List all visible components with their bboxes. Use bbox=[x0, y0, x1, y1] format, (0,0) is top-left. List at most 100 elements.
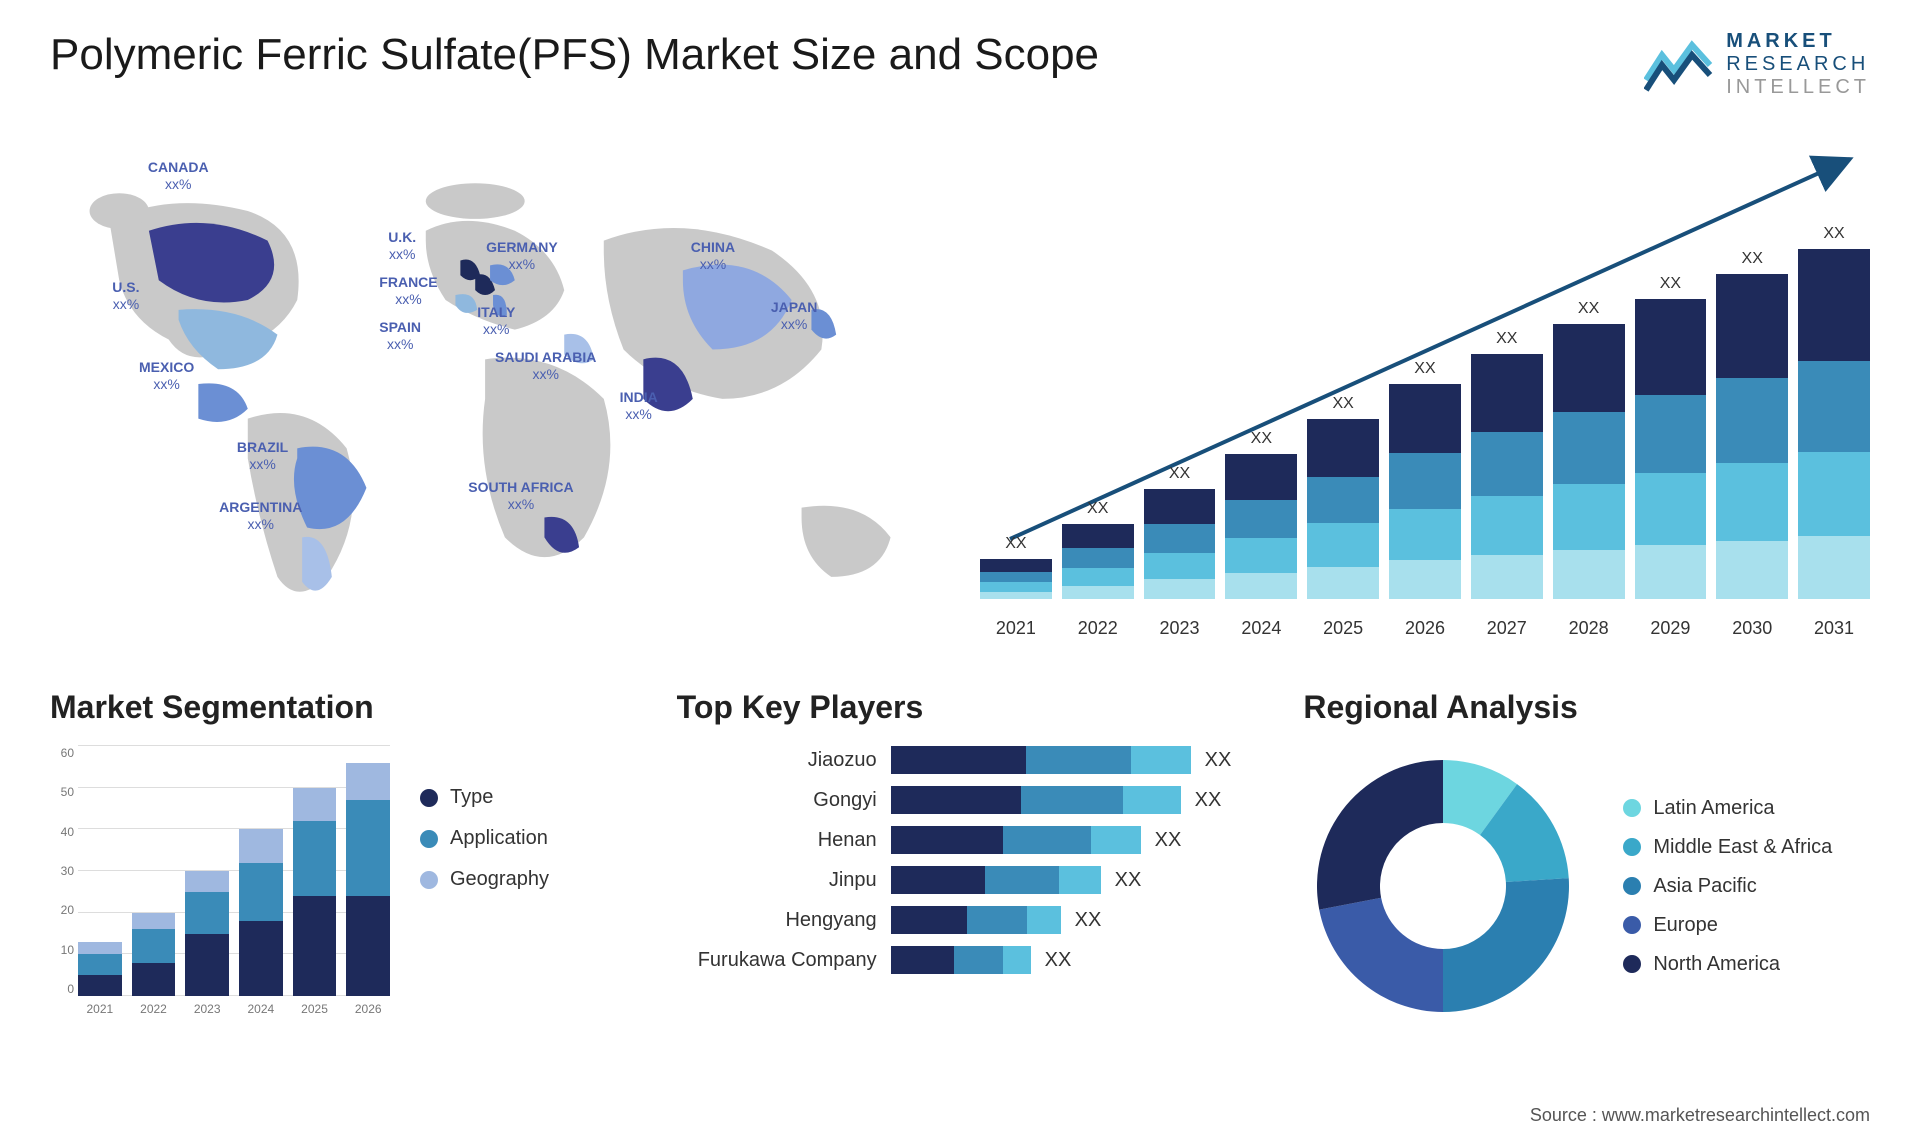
map-label: FRANCExx% bbox=[379, 274, 437, 308]
main-bar-column: XX bbox=[1798, 225, 1870, 599]
seg-bar-column bbox=[293, 788, 337, 996]
main-bar-segment bbox=[980, 572, 1052, 582]
source-text: Source : www.marketresearchintellect.com bbox=[1530, 1105, 1870, 1126]
main-bar-year: 2031 bbox=[1798, 618, 1870, 639]
legend-label: Middle East & Africa bbox=[1653, 836, 1832, 859]
seg-bar-segment bbox=[293, 788, 337, 821]
seg-year: 2025 bbox=[293, 1002, 337, 1016]
player-name: Furukawa Company bbox=[677, 949, 877, 972]
seg-bar-segment bbox=[239, 921, 283, 996]
main-bar-value-label: XX bbox=[1414, 360, 1435, 378]
seg-year: 2026 bbox=[346, 1002, 390, 1016]
seg-bar-segment bbox=[346, 800, 390, 896]
player-bar-segment bbox=[954, 946, 1003, 974]
legend-label: North America bbox=[1653, 953, 1780, 976]
page-title: Polymeric Ferric Sulfate(PFS) Market Siz… bbox=[50, 30, 1099, 80]
brand-logo: MARKET RESEARCH INTELLECT bbox=[1644, 30, 1870, 99]
player-bar bbox=[891, 786, 1181, 814]
legend-item: Application bbox=[420, 827, 549, 850]
legend-swatch bbox=[1623, 916, 1641, 934]
map-label: GERMANYxx% bbox=[486, 239, 558, 273]
main-bar-segment bbox=[1144, 553, 1216, 579]
main-bar-segment bbox=[1062, 524, 1134, 548]
player-bar-wrap: XX bbox=[891, 826, 1244, 854]
main-bar-segment bbox=[980, 592, 1052, 599]
donut-slice bbox=[1443, 878, 1569, 1012]
logo-text-2: RESEARCH bbox=[1726, 53, 1870, 76]
player-row: GongyiXX bbox=[677, 786, 1244, 814]
player-name: Jinpu bbox=[677, 869, 877, 892]
main-bar-column: XX bbox=[1471, 330, 1543, 599]
segmentation-chart: 0102030405060 202120222023202420252026 bbox=[50, 746, 390, 1016]
seg-bar-column bbox=[132, 913, 176, 996]
player-bar-segment bbox=[891, 746, 1026, 774]
legend-swatch bbox=[1623, 799, 1641, 817]
legend-swatch bbox=[420, 871, 438, 889]
seg-year: 2022 bbox=[132, 1002, 176, 1016]
map-label: INDIAxx% bbox=[620, 389, 658, 423]
main-bar-segment bbox=[1389, 453, 1461, 509]
main-bar-value-label: XX bbox=[1496, 330, 1517, 348]
main-chart: XXXXXXXXXXXXXXXXXXXXXX 20212022202320242… bbox=[980, 139, 1870, 639]
main-bar-column: XX bbox=[1307, 395, 1379, 599]
seg-ytick: 60 bbox=[50, 746, 74, 760]
player-bar-segment bbox=[1059, 866, 1101, 894]
seg-bar-segment bbox=[293, 896, 337, 996]
player-bar-segment bbox=[967, 906, 1027, 934]
main-bar-value-label: XX bbox=[1660, 275, 1681, 293]
map-label: MEXICOxx% bbox=[139, 359, 194, 393]
player-bar-segment bbox=[891, 826, 1004, 854]
seg-year: 2023 bbox=[185, 1002, 229, 1016]
main-bar-segment bbox=[1716, 541, 1788, 600]
main-bar-segment bbox=[1389, 560, 1461, 599]
player-name: Hengyang bbox=[677, 909, 877, 932]
player-bar-wrap: XX bbox=[891, 946, 1244, 974]
main-bar-segment bbox=[1389, 509, 1461, 561]
player-bar-segment bbox=[891, 866, 986, 894]
player-row: HengyangXX bbox=[677, 906, 1244, 934]
player-bar bbox=[891, 946, 1031, 974]
main-bar-segment bbox=[1553, 412, 1625, 484]
main-bar-column: XX bbox=[1389, 360, 1461, 599]
legend-label: Geography bbox=[450, 868, 549, 891]
main-bar-segment bbox=[1144, 489, 1216, 524]
main-bar-segment bbox=[1225, 500, 1297, 538]
main-bar-segment bbox=[1471, 555, 1543, 599]
main-bar-year: 2027 bbox=[1471, 618, 1543, 639]
map-label: SPAINxx% bbox=[379, 319, 421, 353]
main-bar-column: XX bbox=[1716, 250, 1788, 599]
player-name: Jiaozuo bbox=[677, 749, 877, 772]
seg-bar-segment bbox=[185, 871, 229, 892]
seg-bar-column bbox=[346, 763, 390, 996]
main-bar-year: 2026 bbox=[1389, 618, 1461, 639]
world-map-section: CANADAxx%U.S.xx%MEXICOxx%BRAZILxx%ARGENT… bbox=[50, 139, 940, 639]
main-bar-column: XX bbox=[1062, 500, 1134, 599]
segmentation-title: Market Segmentation bbox=[50, 689, 617, 726]
player-value: XX bbox=[1155, 829, 1182, 852]
seg-bar-segment bbox=[185, 892, 229, 934]
regional-donut bbox=[1303, 746, 1583, 1026]
main-bar-segment bbox=[1553, 550, 1625, 600]
seg-bar-column bbox=[185, 871, 229, 996]
legend-item: Europe bbox=[1623, 914, 1832, 937]
main-bar-year: 2029 bbox=[1635, 618, 1707, 639]
player-bar bbox=[891, 906, 1061, 934]
seg-bar-segment bbox=[132, 963, 176, 996]
seg-bar-segment bbox=[346, 896, 390, 996]
map-label: ARGENTINAxx% bbox=[219, 499, 302, 533]
legend-label: Europe bbox=[1653, 914, 1718, 937]
map-label: SOUTH AFRICAxx% bbox=[468, 479, 573, 513]
player-value: XX bbox=[1195, 789, 1222, 812]
seg-ytick: 30 bbox=[50, 864, 74, 878]
main-bar-segment bbox=[1553, 484, 1625, 550]
donut-slice bbox=[1317, 760, 1443, 910]
player-bar-wrap: XX bbox=[891, 746, 1244, 774]
seg-year: 2021 bbox=[78, 1002, 122, 1016]
main-bar-segment bbox=[1471, 354, 1543, 432]
regional-title: Regional Analysis bbox=[1303, 689, 1870, 726]
legend-item: Latin America bbox=[1623, 797, 1832, 820]
seg-bar-segment bbox=[78, 954, 122, 975]
main-bar-column: XX bbox=[1144, 465, 1216, 599]
legend-label: Application bbox=[450, 827, 548, 850]
main-bar-value-label: XX bbox=[1087, 500, 1108, 518]
